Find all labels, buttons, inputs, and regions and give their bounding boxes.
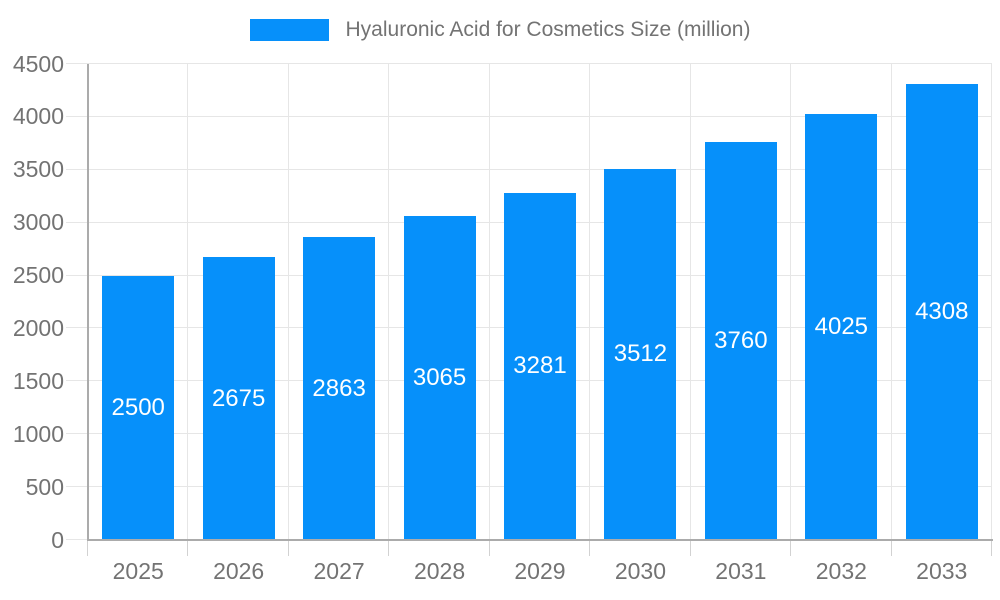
v-gridline bbox=[890, 64, 892, 540]
y-axis-line bbox=[87, 64, 89, 540]
y-axis-tick bbox=[66, 327, 88, 329]
x-tick-label: 2032 bbox=[815, 558, 867, 584]
x-axis-tick bbox=[287, 540, 289, 556]
x-axis-tick bbox=[187, 540, 189, 556]
v-gridline bbox=[488, 64, 490, 540]
h-gridline bbox=[88, 115, 992, 117]
x-tick-label: 2030 bbox=[614, 558, 667, 584]
bar[interactable] bbox=[504, 192, 576, 540]
x-tick-label: 2033 bbox=[916, 558, 968, 584]
y-axis-tick bbox=[66, 274, 88, 276]
x-axis-tick bbox=[488, 540, 490, 556]
y-tick-label: 1500 bbox=[12, 367, 64, 394]
v-gridline bbox=[589, 64, 591, 540]
bar[interactable] bbox=[604, 168, 677, 540]
x-tick-label: 2029 bbox=[514, 558, 566, 584]
y-axis-tick bbox=[66, 380, 88, 382]
y-tick-label: 4500 bbox=[12, 50, 64, 77]
y-tick-label: 4000 bbox=[12, 103, 64, 130]
y-tick-label: 3000 bbox=[12, 209, 64, 236]
y-tick-label: 2500 bbox=[12, 262, 64, 289]
bar-value-label: 2863 bbox=[312, 374, 366, 402]
x-tick-label: 2027 bbox=[313, 558, 365, 584]
bar[interactable] bbox=[704, 142, 777, 540]
bar-value-label: 3760 bbox=[714, 327, 768, 355]
v-gridline bbox=[991, 64, 992, 540]
v-gridline bbox=[790, 64, 792, 540]
legend-swatch-icon bbox=[249, 19, 329, 41]
x-tick-label: 2028 bbox=[413, 558, 466, 584]
y-tick-label: 3500 bbox=[12, 156, 64, 183]
bar-value-label: 3065 bbox=[412, 363, 467, 391]
bar[interactable] bbox=[102, 275, 175, 540]
bar-value-label: 4025 bbox=[814, 313, 869, 341]
y-tick-label: 2000 bbox=[12, 314, 64, 341]
x-axis-tick bbox=[87, 540, 88, 556]
bar[interactable] bbox=[202, 257, 275, 540]
bar[interactable] bbox=[303, 237, 376, 540]
x-axis-line bbox=[87, 539, 993, 541]
y-axis-tick bbox=[66, 63, 88, 64]
x-tick-label: 2031 bbox=[715, 558, 767, 584]
h-gridline bbox=[88, 63, 992, 64]
v-gridline bbox=[287, 64, 289, 540]
x-tick-label: 2026 bbox=[213, 558, 265, 584]
y-axis-tick bbox=[66, 433, 88, 435]
x-tick-label: 2025 bbox=[112, 558, 164, 584]
x-axis-tick bbox=[790, 540, 792, 556]
bar-value-label: 2675 bbox=[211, 384, 266, 412]
x-axis-tick bbox=[589, 540, 591, 556]
v-gridline bbox=[689, 64, 691, 540]
bar-value-label: 2500 bbox=[111, 393, 165, 421]
y-axis-tick bbox=[66, 539, 88, 540]
x-axis-tick bbox=[890, 540, 892, 556]
bar-value-label: 4308 bbox=[915, 298, 969, 326]
y-tick-label: 0 bbox=[51, 526, 64, 553]
y-tick-label: 500 bbox=[25, 473, 64, 500]
x-axis-tick bbox=[991, 540, 992, 556]
bar-value-label: 3281 bbox=[513, 352, 567, 380]
bar-value-label: 3512 bbox=[613, 340, 668, 368]
bar[interactable] bbox=[403, 215, 476, 540]
y-axis-tick bbox=[66, 115, 88, 117]
legend-label: Hyaluronic Acid for Cosmetics Size (mill… bbox=[345, 18, 751, 41]
y-axis-tick bbox=[66, 221, 88, 223]
chart-legend[interactable]: Hyaluronic Acid for Cosmetics Size (mill… bbox=[0, 17, 1000, 43]
y-axis-tick bbox=[66, 168, 88, 170]
v-gridline bbox=[187, 64, 189, 540]
v-gridline bbox=[388, 64, 390, 540]
bar[interactable] bbox=[805, 114, 878, 540]
bar[interactable] bbox=[905, 84, 978, 540]
y-tick-label: 1000 bbox=[12, 420, 64, 447]
y-axis-tick bbox=[66, 486, 88, 488]
x-axis-tick bbox=[689, 540, 691, 556]
h-gridline bbox=[88, 168, 992, 170]
x-axis-tick bbox=[388, 540, 390, 556]
